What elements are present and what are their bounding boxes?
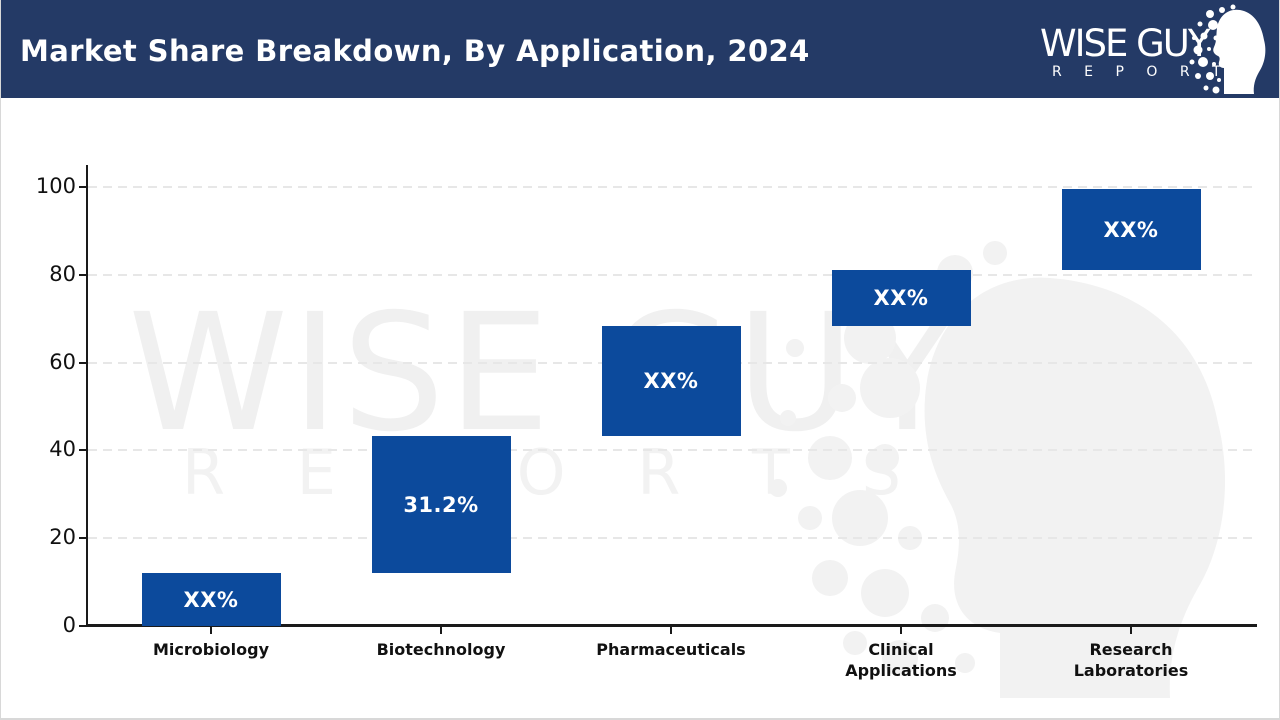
brand-logo: WISE GUY R E P O R T S xyxy=(1002,4,1272,96)
y-axis-line xyxy=(86,165,88,626)
bar-research-laboratories: XX% xyxy=(1061,189,1201,271)
xtick-mark-4 xyxy=(900,627,902,634)
bar-value-label: XX% xyxy=(1103,217,1159,242)
bar-value-label: XX% xyxy=(873,286,929,311)
header-bar: Market Share Breakdown, By Application, … xyxy=(0,0,1280,98)
ytick-mark-0 xyxy=(79,625,87,627)
bar-value-label: XX% xyxy=(183,587,239,612)
ytick-label-60: 60 xyxy=(49,349,76,374)
ytick-mark-80 xyxy=(79,273,87,276)
gridline-40 xyxy=(88,449,1256,452)
category-label-4: Clinical Applications xyxy=(845,640,957,680)
watermark-reports: R E P O R T S xyxy=(182,436,927,509)
ytick-mark-100 xyxy=(79,186,87,188)
x-axis-line xyxy=(86,624,1257,627)
chart-canvas: WISE GUY R E P O R T S 0 20 40 60 80 100 XX% Mi… xyxy=(0,98,1280,720)
ytick-label-0: 0 xyxy=(62,613,76,637)
ytick-label-20: 20 xyxy=(49,525,76,550)
xtick-mark-5 xyxy=(1130,627,1132,634)
ytick-mark-40 xyxy=(79,449,87,452)
xtick-mark-2 xyxy=(440,627,442,634)
brand-name: WISE GUY xyxy=(1040,22,1210,65)
wiseguy-head-icon xyxy=(1189,4,1266,95)
category-label-5: Research Laboratories xyxy=(1073,640,1189,680)
waterfall-chart: 0 20 40 60 80 100 XX% Microbiology 31.2% Biotechn… xyxy=(0,98,1280,720)
watermark-wiseguy: WISE GUY xyxy=(128,280,960,468)
brand-subtitle: R E P O R T S xyxy=(1052,64,1261,80)
category-label-1: Microbiology xyxy=(152,640,270,659)
ytick-label-100: 100 xyxy=(35,174,76,198)
xtick-mark-1 xyxy=(210,627,212,634)
page-title: Market Share Breakdown, By Application, … xyxy=(20,34,810,68)
category-label-2: Biotechnology xyxy=(376,640,506,659)
ytick-mark-60 xyxy=(79,361,87,364)
category-label-3: Pharmaceuticals xyxy=(596,640,746,659)
ytick-label-80: 80 xyxy=(49,261,76,286)
xtick-mark-3 xyxy=(670,627,672,634)
ytick-mark-20 xyxy=(79,537,87,540)
bar-value-label: 31.2% xyxy=(403,492,479,517)
bar-microbiology: XX% xyxy=(141,573,281,626)
gridline-20 xyxy=(88,537,1256,540)
bar-pharmaceuticals: XX% xyxy=(601,325,741,437)
bar-value-label: XX% xyxy=(643,369,699,394)
gridline-80 xyxy=(88,273,1256,276)
gridline-100 xyxy=(88,186,1256,188)
ytick-label-40: 40 xyxy=(49,437,76,462)
bar-clinical-applications: XX% xyxy=(831,270,971,326)
bar-biotechnology: 31.2% xyxy=(371,436,511,574)
